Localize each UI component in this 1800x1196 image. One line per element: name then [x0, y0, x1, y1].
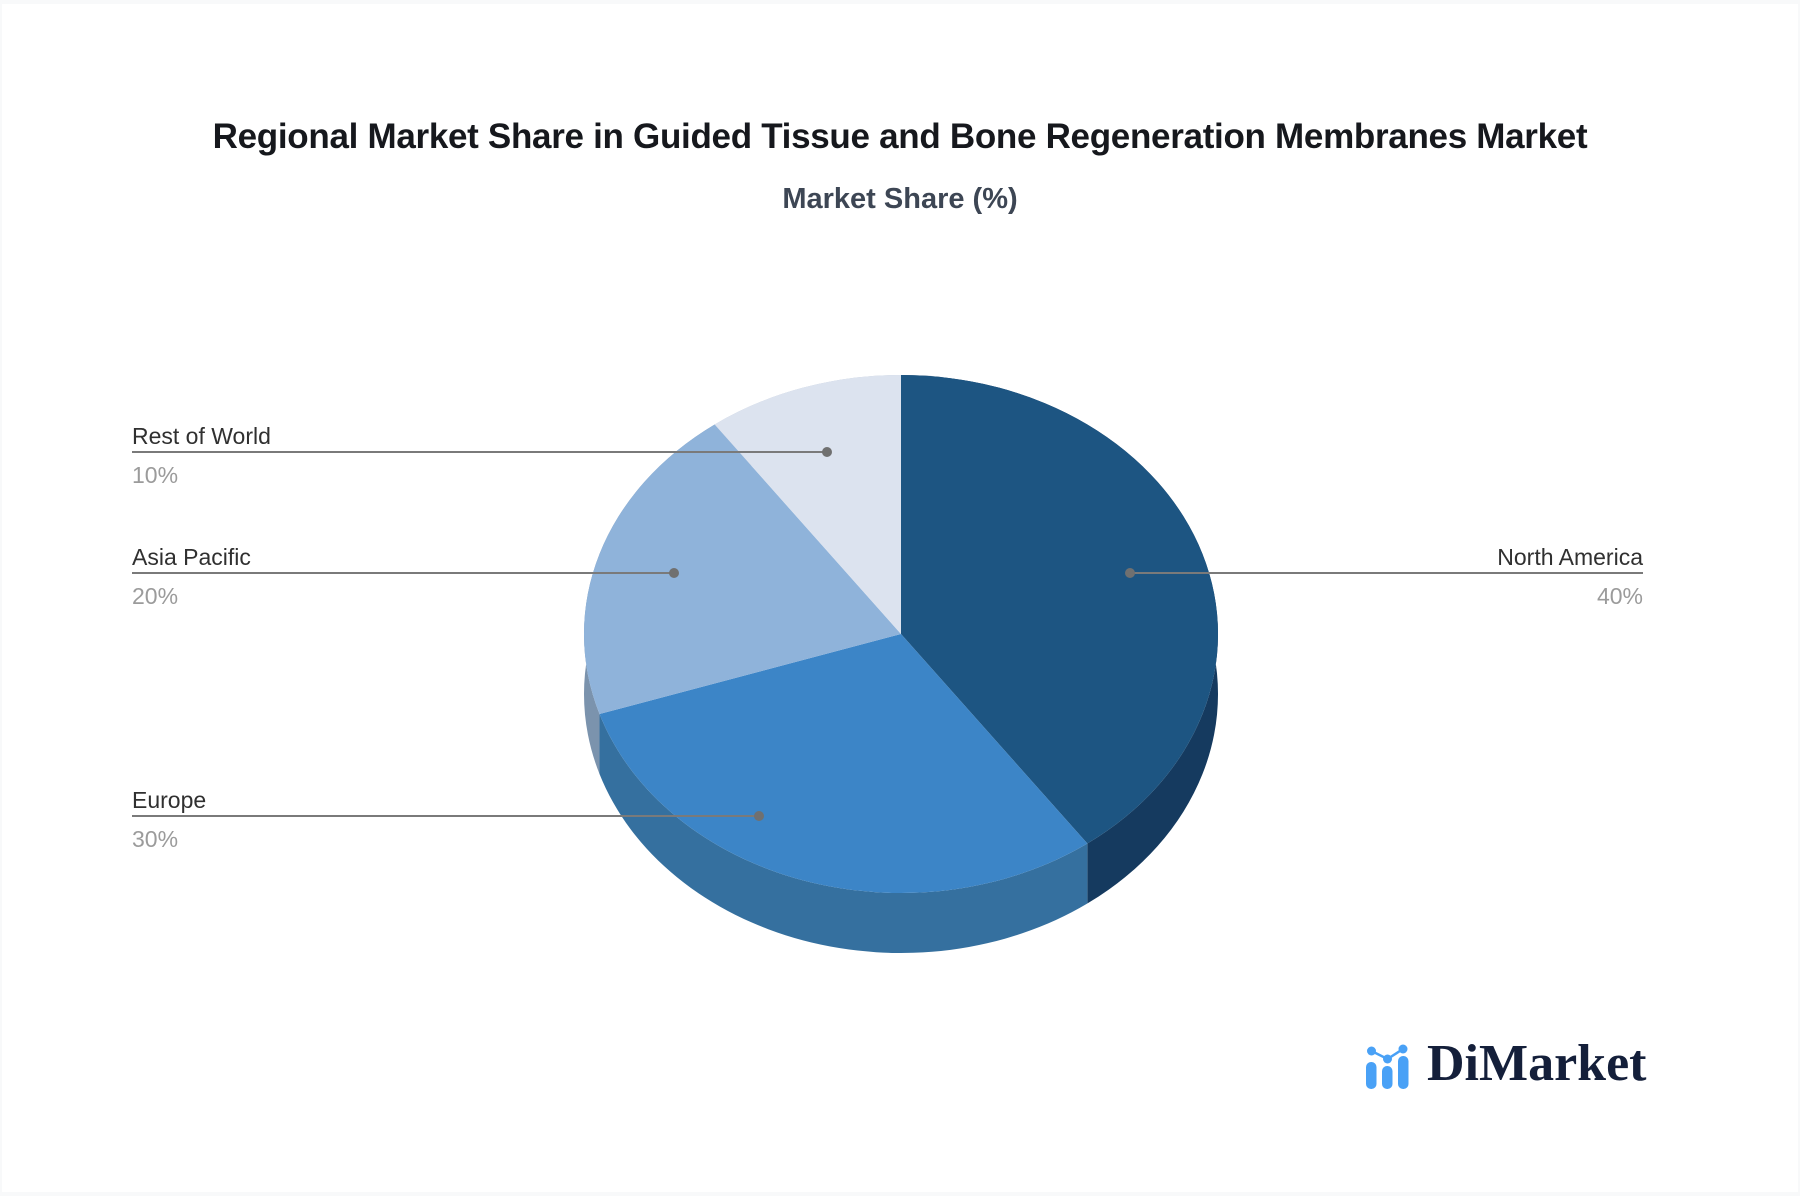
slice-label-value: 10%	[132, 462, 179, 488]
dimarket-logo[interactable]: DiMarket	[1360, 1036, 1646, 1094]
pie-slice-europe[interactable]	[599, 634, 1088, 894]
slice-label-name: Europe	[132, 787, 207, 813]
slice-label-value: 40%	[1596, 583, 1643, 609]
pie-slice-north-america[interactable]	[901, 375, 1219, 844]
leader-dot-north-america	[1125, 568, 1135, 578]
chart-title: Regional Market Share in Guided Tissue a…	[212, 117, 1588, 156]
slice-label-value: 20%	[132, 583, 179, 609]
dimarket-logo-text: DiMarket	[1427, 1035, 1647, 1092]
chart-subtitle: Market Share (%)	[782, 183, 1018, 215]
bar-line-chart-icon	[1366, 1044, 1409, 1089]
pie-slice-asia-pacific[interactable]	[584, 424, 901, 715]
leader-dot-asia-pacific	[669, 568, 679, 578]
leader-dot-rest-of-world	[822, 447, 832, 457]
slice-label-value: 30%	[132, 826, 179, 852]
slice-label-name: Rest of World	[132, 423, 271, 449]
pie-slice-rest-of-world[interactable]	[714, 375, 901, 634]
slice-label-name: Asia Pacific	[132, 544, 251, 570]
slice-label-north-america: North America 40%	[1497, 542, 1643, 610]
slice-label-europe: Europe 30%	[132, 785, 206, 853]
slice-label-asia-pacific: Asia Pacific 20%	[132, 542, 251, 610]
pie-slice-side-europe	[599, 714, 1088, 954]
slice-label-rest-of-world: Rest of World 10%	[132, 421, 271, 489]
leader-dot-europe	[754, 811, 764, 821]
slice-label-name: North America	[1497, 544, 1643, 570]
